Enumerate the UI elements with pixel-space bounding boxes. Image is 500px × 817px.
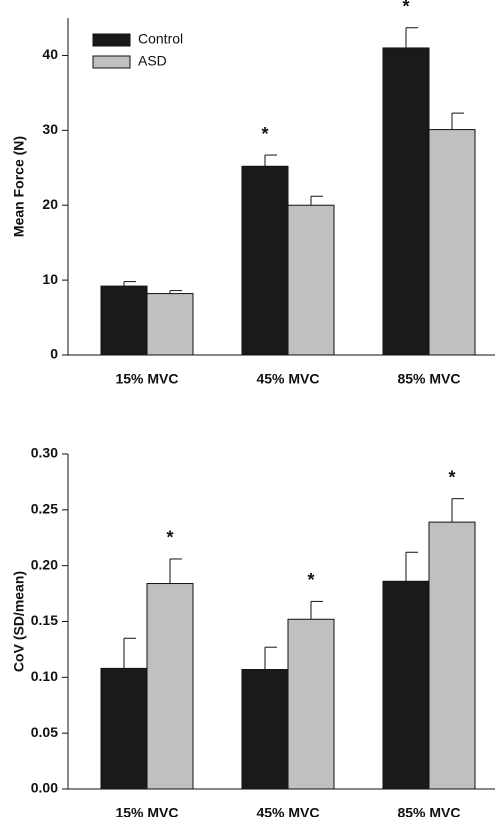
bar (382, 580, 430, 790)
bar (382, 47, 430, 356)
x-tick-label: 85% MVC (397, 805, 460, 817)
bar (287, 618, 335, 790)
legend-swatch (92, 55, 131, 69)
y-tick-label: 0 (50, 346, 58, 362)
x-tick-label: 15% MVC (115, 805, 178, 817)
y-axis-title: Mean Force (N) (11, 136, 27, 237)
significance-marker: * (448, 467, 455, 487)
x-tick-label: 85% MVC (397, 371, 460, 387)
significance-marker: * (166, 528, 173, 548)
bar (241, 669, 289, 790)
y-axis-title: CoV (SD/mean) (11, 571, 27, 672)
x-tick-label: 45% MVC (256, 805, 319, 817)
y-tick-label: 0.00 (31, 780, 58, 796)
bar (146, 293, 194, 356)
y-tick-label: 0.20 (31, 556, 58, 572)
y-tick-label: 0.15 (31, 612, 58, 628)
x-tick-label: 15% MVC (115, 371, 178, 387)
y-tick-label: 0.10 (31, 668, 58, 684)
bar (241, 165, 289, 356)
significance-marker: * (307, 570, 314, 590)
bar (428, 521, 476, 790)
significance-marker: * (261, 124, 268, 144)
bar (146, 583, 194, 790)
y-tick-label: 0.30 (31, 445, 58, 461)
y-tick-label: 0.25 (31, 501, 58, 517)
significance-marker: * (402, 0, 409, 16)
bar (100, 285, 148, 356)
legend-label: ASD (138, 53, 167, 69)
bar (428, 129, 476, 356)
legend-swatch (92, 33, 131, 47)
y-tick-label: 0.05 (31, 724, 58, 740)
y-tick-label: 30 (42, 121, 58, 137)
y-tick-label: 10 (42, 271, 58, 287)
bar (287, 204, 335, 356)
y-tick-label: 20 (42, 196, 58, 212)
bar (100, 667, 148, 790)
x-tick-label: 45% MVC (256, 371, 319, 387)
y-tick-label: 40 (42, 46, 58, 62)
legend-label: Control (138, 31, 183, 47)
